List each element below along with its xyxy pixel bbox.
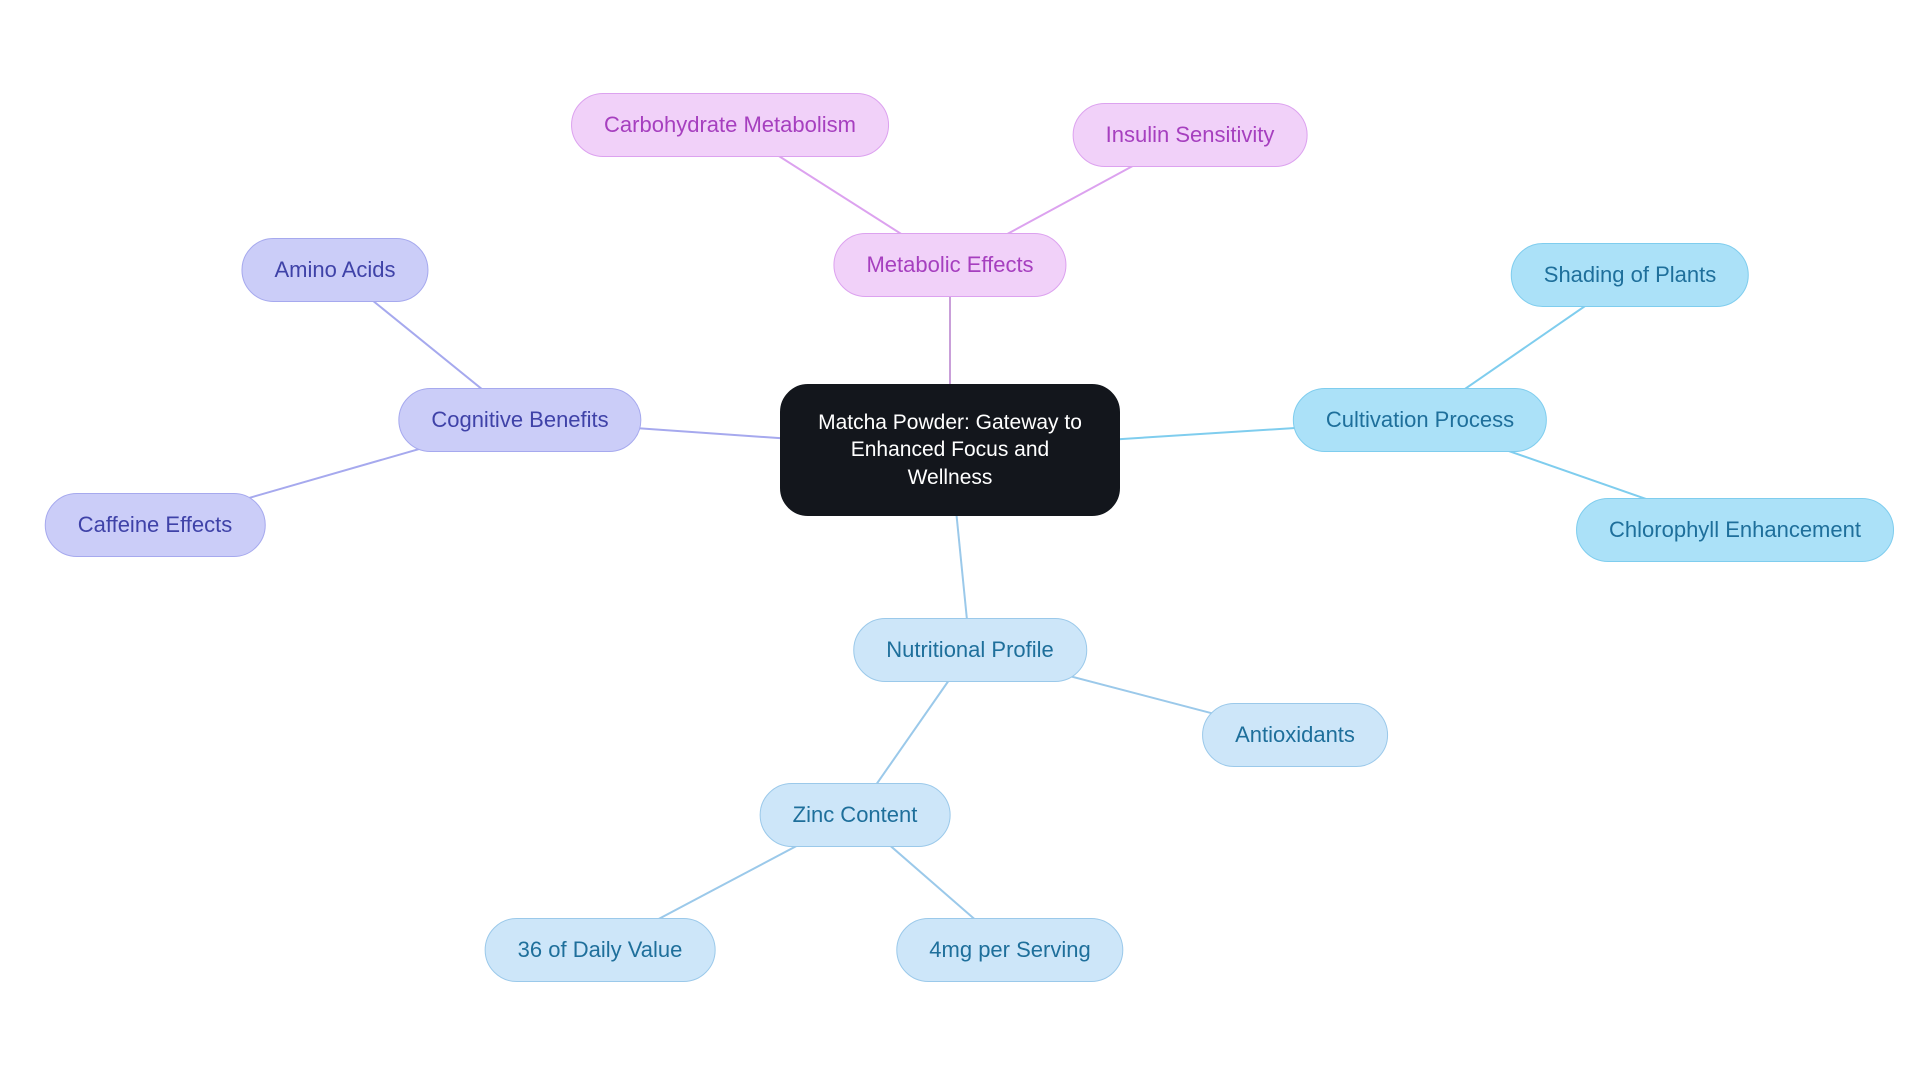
node-daily[interactable]: 36 of Daily Value [485, 918, 716, 982]
node-cognitive[interactable]: Cognitive Benefits [398, 388, 641, 452]
node-insulin[interactable]: Insulin Sensitivity [1073, 103, 1308, 167]
node-carb[interactable]: Carbohydrate Metabolism [571, 93, 889, 157]
node-label: Matcha Powder: Gateway to Enhanced Focus… [809, 409, 1091, 491]
node-amino[interactable]: Amino Acids [241, 238, 428, 302]
node-caffeine[interactable]: Caffeine Effects [45, 493, 266, 557]
node-label: Amino Acids [274, 257, 395, 283]
node-label: Insulin Sensitivity [1106, 122, 1275, 148]
node-label: Caffeine Effects [78, 512, 233, 538]
node-antiox[interactable]: Antioxidants [1202, 703, 1388, 767]
node-metabolic[interactable]: Metabolic Effects [833, 233, 1066, 297]
node-zinc[interactable]: Zinc Content [760, 783, 951, 847]
node-label: Carbohydrate Metabolism [604, 112, 856, 138]
node-serving[interactable]: 4mg per Serving [896, 918, 1123, 982]
node-shading[interactable]: Shading of Plants [1511, 243, 1749, 307]
node-root[interactable]: Matcha Powder: Gateway to Enhanced Focus… [780, 384, 1120, 516]
node-chloro[interactable]: Chlorophyll Enhancement [1576, 498, 1894, 562]
node-label: 36 of Daily Value [518, 937, 683, 963]
node-label: Cognitive Benefits [431, 407, 608, 433]
node-cultivation[interactable]: Cultivation Process [1293, 388, 1547, 452]
node-label: Shading of Plants [1544, 262, 1716, 288]
node-label: Antioxidants [1235, 722, 1355, 748]
node-label: Cultivation Process [1326, 407, 1514, 433]
node-label: Chlorophyll Enhancement [1609, 517, 1861, 543]
node-label: 4mg per Serving [929, 937, 1090, 963]
node-label: Metabolic Effects [866, 252, 1033, 278]
node-nutrition[interactable]: Nutritional Profile [853, 618, 1087, 682]
node-label: Nutritional Profile [886, 637, 1054, 663]
node-label: Zinc Content [793, 802, 918, 828]
